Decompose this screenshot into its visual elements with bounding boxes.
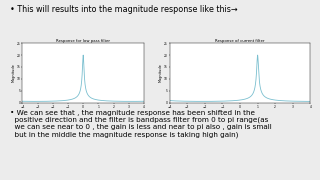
- Title: Response for low pass filter: Response for low pass filter: [56, 39, 110, 43]
- Y-axis label: Magnitude: Magnitude: [159, 64, 163, 82]
- Text: • This will results into the magnitude response like this→: • This will results into the magnitude r…: [10, 5, 237, 14]
- Text: • We can see that , the magnitude response has been shifted in the
  positive di: • We can see that , the magnitude respon…: [10, 110, 271, 138]
- Y-axis label: Magnitude: Magnitude: [12, 64, 16, 82]
- Title: Response of current filter: Response of current filter: [215, 39, 265, 43]
